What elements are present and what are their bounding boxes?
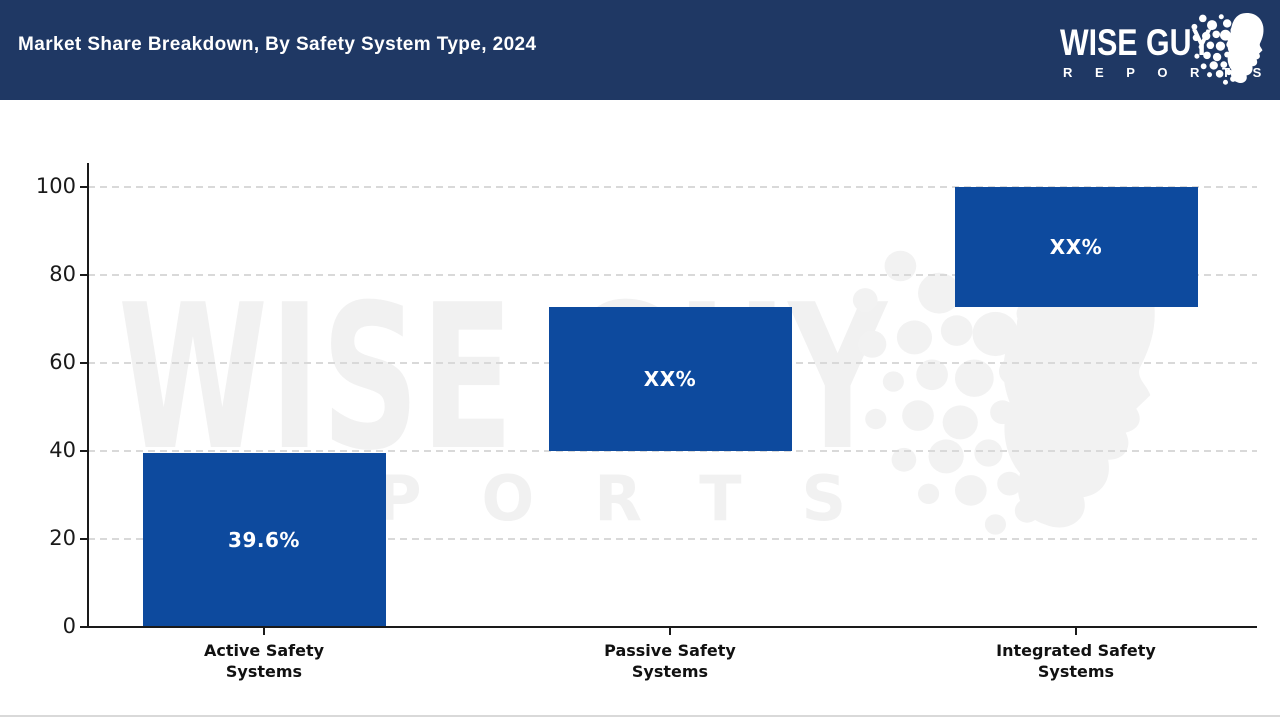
x-axis-line <box>87 626 1257 628</box>
y-tick-mark <box>80 362 88 364</box>
bar-value-label: 39.6% <box>228 527 300 552</box>
y-tick-mark <box>80 626 88 628</box>
chart-title: Market Share Breakdown, By Safety System… <box>18 34 537 55</box>
category-label: Passive Safety Systems <box>604 641 736 681</box>
bar-segment: 39.6% <box>142 452 386 627</box>
y-tick-label: 100 <box>35 174 76 198</box>
y-tick-mark <box>80 450 88 452</box>
logo-subtext: R E P O R T S <box>1063 65 1271 80</box>
bar-value-label: XX% <box>643 367 697 392</box>
y-tick-label: 60 <box>49 350 76 374</box>
y-tick-mark <box>80 186 88 188</box>
y-tick-label: 80 <box>49 262 76 286</box>
y-tick-label: 40 <box>49 438 76 462</box>
header-bar: Market Share Breakdown, By Safety System… <box>0 0 1280 100</box>
brand-logo: WISE GUY R E P O R T S <box>1024 6 1274 96</box>
x-tick-mark <box>1075 627 1077 635</box>
x-tick-mark <box>263 627 265 635</box>
y-tick-mark <box>80 538 88 540</box>
y-tick-label: 0 <box>62 614 76 638</box>
y-tick-mark <box>80 274 88 276</box>
category-label: Integrated Safety Systems <box>996 641 1156 681</box>
y-tick-label: 20 <box>49 526 76 550</box>
gridline-20 <box>88 538 1257 540</box>
x-tick-mark <box>669 627 671 635</box>
gridline-40 <box>88 450 1257 452</box>
bar-segment: XX% <box>548 307 792 451</box>
y-axis-line <box>87 163 89 628</box>
category-label: Active Safety Systems <box>203 641 325 681</box>
gridline-80 <box>88 274 1257 276</box>
gridline-100 <box>88 186 1257 188</box>
bar-segment: XX% <box>954 187 1198 308</box>
footer-divider <box>0 715 1280 717</box>
logo-wordmark: WISE GUY <box>1060 22 1212 63</box>
logo-text: WISE GUY R E P O R T S <box>1060 22 1271 80</box>
bar-value-label: XX% <box>1049 235 1103 260</box>
